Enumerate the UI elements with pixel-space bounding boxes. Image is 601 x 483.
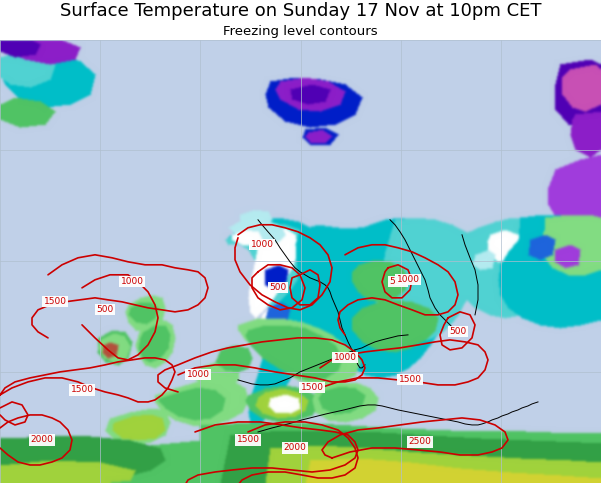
Text: Surface Temperature on Sunday 17 Nov at 10pm CET: Surface Temperature on Sunday 17 Nov at … [59, 2, 542, 20]
Text: 2000: 2000 [31, 436, 53, 444]
Text: 1500: 1500 [300, 384, 323, 392]
Text: 2500: 2500 [409, 438, 432, 446]
Text: Freezing level contours: Freezing level contours [223, 25, 378, 38]
Text: 2000: 2000 [284, 443, 307, 453]
Text: 1000: 1000 [186, 370, 210, 380]
Text: 1000: 1000 [251, 240, 273, 249]
Text: 1000: 1000 [397, 275, 419, 284]
Text: 1000: 1000 [120, 277, 144, 286]
Text: 1000: 1000 [334, 354, 356, 362]
Text: 500: 500 [389, 277, 407, 286]
Text: 1500: 1500 [237, 436, 260, 444]
Text: 1500: 1500 [70, 385, 94, 395]
Text: 500: 500 [450, 327, 466, 336]
Text: 1500: 1500 [43, 298, 67, 306]
Text: 1500: 1500 [398, 375, 421, 384]
Text: 500: 500 [269, 284, 287, 292]
Text: 500: 500 [96, 305, 114, 314]
